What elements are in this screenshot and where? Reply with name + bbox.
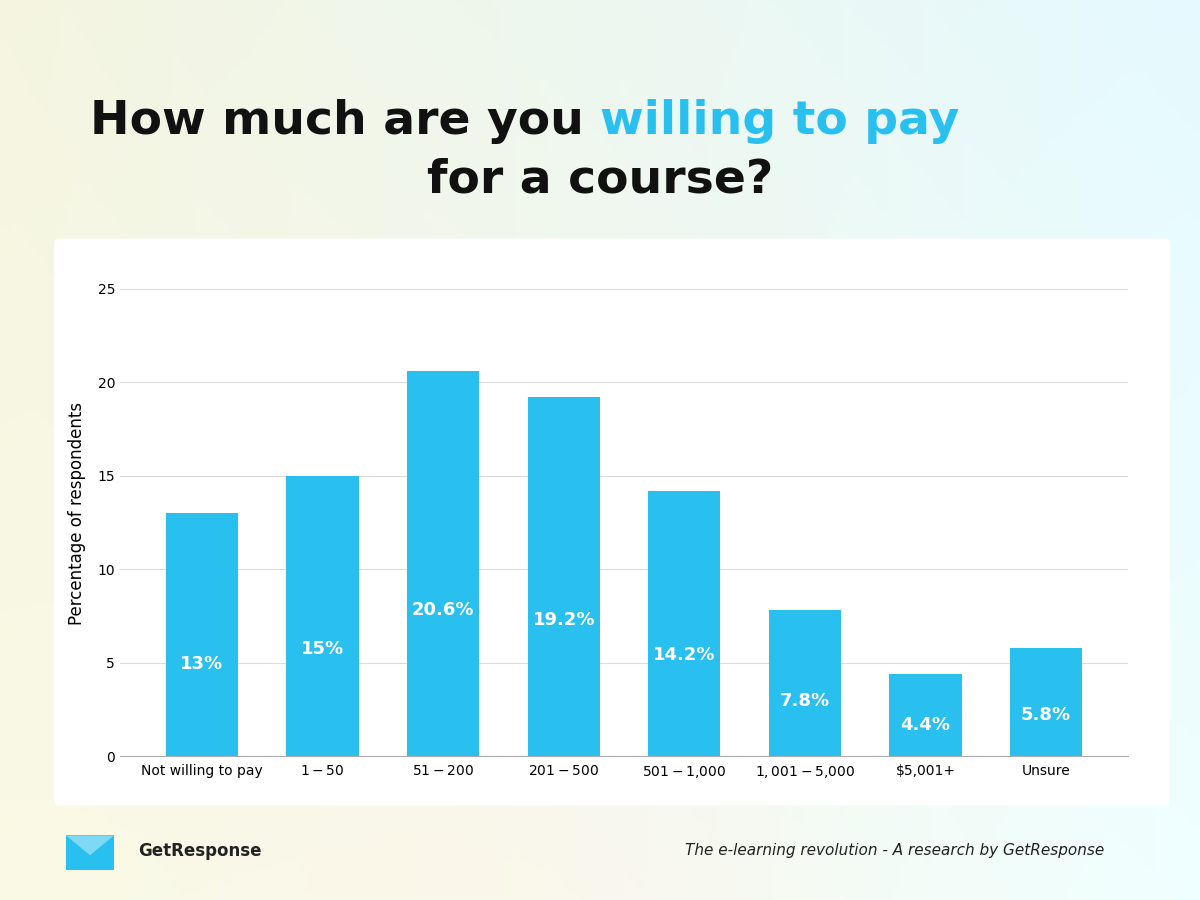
Bar xyxy=(1010,648,1082,756)
Text: 15%: 15% xyxy=(301,641,344,659)
Text: 13%: 13% xyxy=(180,654,223,672)
Text: 19.2%: 19.2% xyxy=(533,610,595,628)
Text: 14.2%: 14.2% xyxy=(653,646,715,664)
Text: 4.4%: 4.4% xyxy=(900,716,950,733)
Text: willing to pay: willing to pay xyxy=(600,99,959,144)
Bar xyxy=(648,491,720,756)
Y-axis label: Percentage of respondents: Percentage of respondents xyxy=(68,401,86,625)
Text: The e-learning revolution - A research by GetResponse: The e-learning revolution - A research b… xyxy=(685,843,1104,858)
Text: GetResponse: GetResponse xyxy=(138,842,262,859)
Text: for a course?: for a course? xyxy=(427,158,773,202)
Text: How much are you: How much are you xyxy=(90,99,600,144)
FancyBboxPatch shape xyxy=(66,835,114,870)
Text: 5.8%: 5.8% xyxy=(1021,706,1072,724)
Bar xyxy=(166,513,238,756)
Bar xyxy=(407,371,479,756)
Bar xyxy=(528,397,600,756)
Bar xyxy=(287,475,359,756)
Bar xyxy=(769,610,841,756)
Polygon shape xyxy=(66,835,114,855)
Bar xyxy=(889,674,961,756)
Text: 20.6%: 20.6% xyxy=(412,600,474,618)
Text: 7.8%: 7.8% xyxy=(780,691,830,709)
